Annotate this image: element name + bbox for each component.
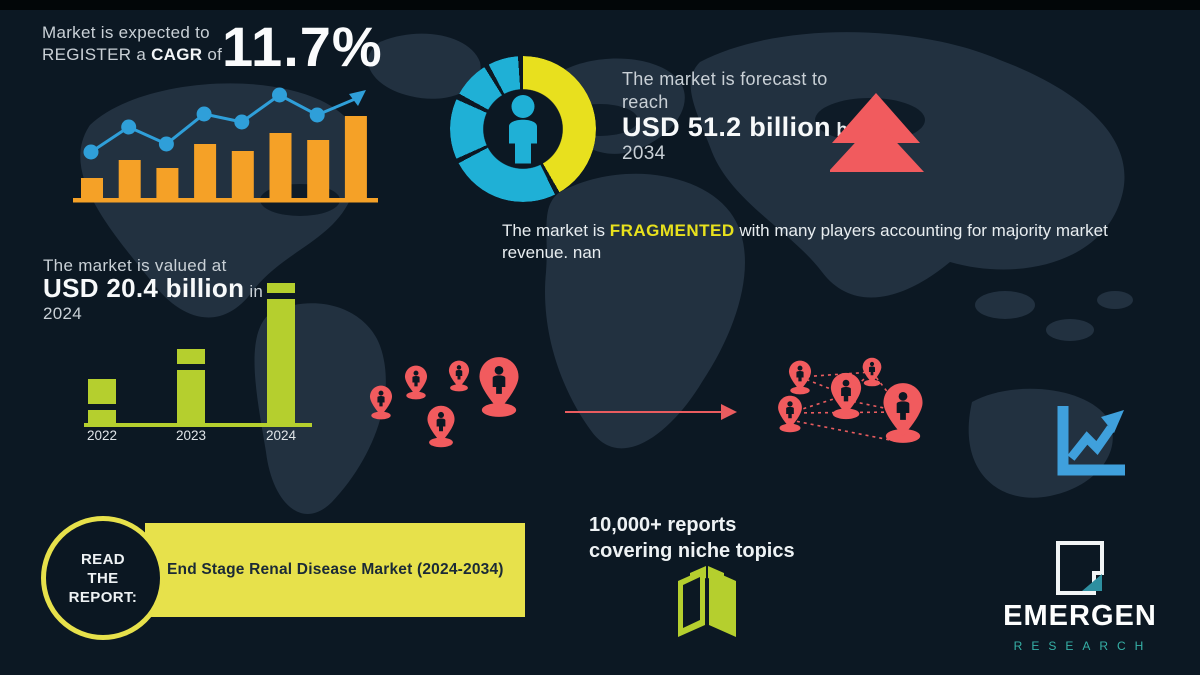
cagr-line2: REGISTER a CAGR of [42, 45, 223, 64]
read-report-button[interactable]: READ THE REPORT: [41, 516, 165, 640]
fragmented-highlight: FRAGMENTED [609, 221, 735, 240]
valuation-text-block: The market is valued at USD 20.4 billion… [43, 255, 263, 325]
forecast-line1: The market is forecast to [622, 69, 828, 89]
forecast-line2: reach [622, 92, 669, 112]
flow-arrow [565, 404, 737, 420]
report-banner[interactable]: End Stage Renal Disease Market (2024-203… [145, 523, 525, 617]
cagr-trend-chart [73, 87, 378, 203]
valued-value: USD 20.4 billion [43, 273, 245, 303]
market-share-donut [450, 56, 596, 202]
svg-text:2023: 2023 [176, 428, 206, 443]
reports-line1: 10,000+ reports [589, 514, 737, 536]
emergen-logo: EMERGEN RESEARCH [1000, 540, 1160, 653]
report-title: End Stage Renal Disease Market (2024-203… [167, 561, 504, 578]
fragmented-pre: The market is [502, 221, 610, 240]
fragmented-post: with many players accounting for majorit… [502, 221, 1108, 262]
valued-value-line: USD 20.4 billion in [43, 275, 264, 303]
emergen-logo-mark [1055, 540, 1105, 596]
reports-line2: covering niche topics [589, 540, 795, 562]
fragmented-statement: The market is FRAGMENTED with many playe… [502, 220, 1142, 264]
top-black-bar [0, 0, 1200, 10]
forecast-value: USD 51.2 billion [622, 112, 831, 142]
forecast-year: 2034 [622, 143, 666, 164]
svg-text:2024: 2024 [266, 428, 297, 443]
reports-count-block: 10,000+ reports covering niche topics [589, 512, 795, 564]
clustered-pins [778, 357, 923, 443]
open-book-icon [678, 566, 736, 637]
logo-subtitle: RESEARCH [1013, 639, 1153, 653]
cagr-line1: Market is expected to [42, 23, 210, 42]
valued-suffix: in [244, 282, 264, 301]
cagr-value: 11.7% [222, 15, 383, 78]
person-icon [509, 94, 537, 164]
valued-year: 2024 [43, 304, 83, 323]
double-up-arrow-icon [830, 93, 924, 172]
scattered-pins [369, 357, 519, 448]
svg-text:2022: 2022 [87, 428, 117, 443]
logo-name: EMERGEN [1003, 600, 1157, 632]
valued-line1: The market is valued at [43, 256, 227, 275]
read-report-label: READ THE REPORT: [68, 550, 138, 606]
valuation-bar-chart: 2022 2023 2024 [84, 283, 312, 443]
growth-chart-icon [1057, 406, 1125, 476]
forecast-text-block: The market is forecast to reach USD 51.2… [622, 68, 859, 165]
cagr-text-block: Market is expected to REGISTER a CAGR of [42, 22, 222, 66]
